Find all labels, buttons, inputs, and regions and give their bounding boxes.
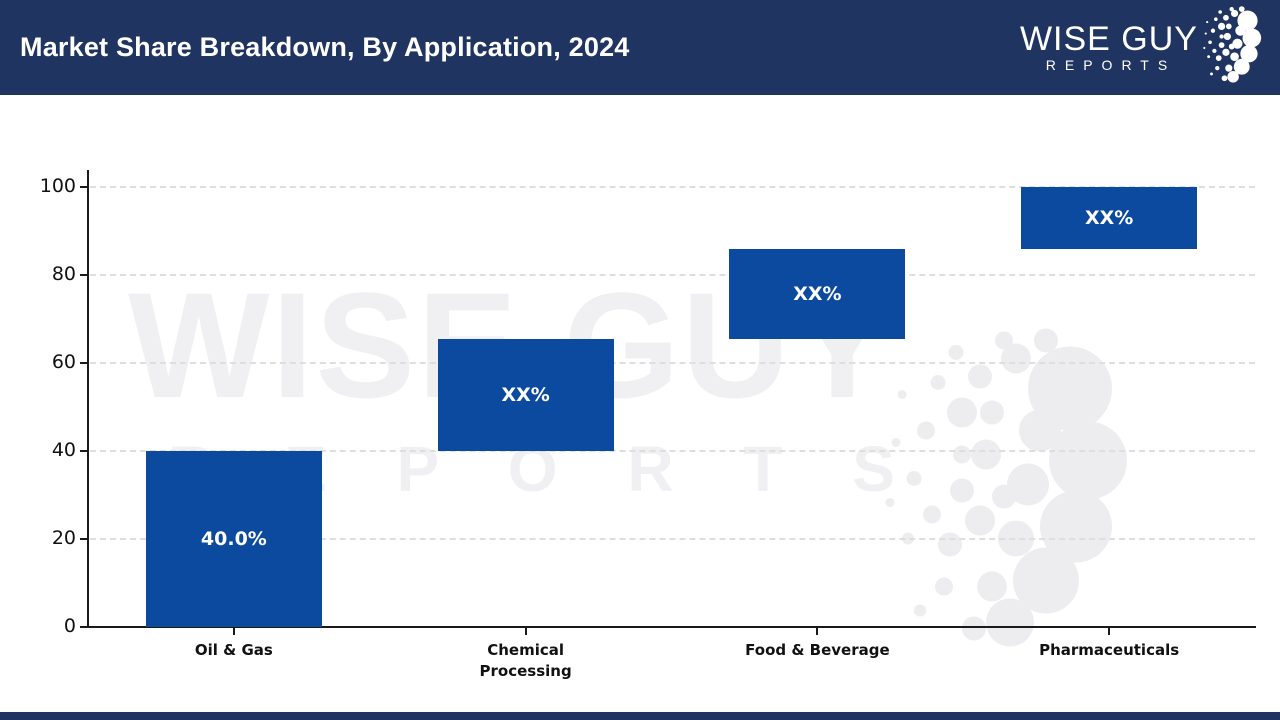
- bar-value-label: XX%: [501, 383, 550, 406]
- wiseguy-logo: WISE GUY REPORTS: [1020, 0, 1280, 95]
- y-tick-label-100: 100: [39, 175, 76, 197]
- y-tick-label-20: 20: [51, 527, 76, 549]
- x-category-label-0: Oil & Gas: [194, 641, 273, 659]
- wiseguy-logo-text: WISE GUY REPORTS: [1019, 19, 1198, 74]
- page-title: Market Share Breakdown, By Application, …: [20, 32, 630, 62]
- x-category-label-1: Chemical Processing: [479, 641, 572, 680]
- wiseguy-logo-subtitle: REPORTS: [1045, 57, 1177, 74]
- bar-pharmaceuticals: XX%: [1021, 187, 1198, 249]
- bottom-accent-strip: [0, 712, 1280, 720]
- y-tick-mark-60: [80, 362, 88, 364]
- bar-food-beverage: XX%: [729, 248, 906, 339]
- bar-value-label: 40.0%: [200, 528, 267, 550]
- wiseguy-logo-wordmark: WISE GUY: [1019, 19, 1198, 58]
- gridline-80: [90, 274, 1255, 276]
- y-tick-mark-0: [80, 626, 88, 628]
- gridline-20: [90, 538, 1255, 540]
- x-tick-mark-0: [232, 627, 235, 635]
- x-tick-mark-1: [524, 627, 527, 635]
- y-axis: [87, 170, 89, 628]
- x-tick-mark-2: [816, 627, 819, 635]
- wiseguy-head-icon: [1200, 4, 1272, 92]
- header-bar: Market Share Breakdown, By Application, …: [0, 0, 1280, 95]
- gridline-100: [90, 186, 1255, 188]
- gridline-60: [90, 362, 1255, 364]
- x-category-label-3: Pharmaceuticals: [1039, 641, 1180, 659]
- y-tick-label-0: 0: [63, 615, 76, 637]
- y-tick-label-40: 40: [51, 439, 76, 461]
- y-tick-mark-40: [80, 450, 88, 452]
- y-tick-mark-80: [80, 274, 88, 276]
- bar-value-label: XX%: [1084, 206, 1134, 229]
- y-tick-label-80: 80: [51, 263, 76, 285]
- bar-chemical-processing: XX%: [437, 338, 614, 451]
- y-tick-mark-100: [80, 186, 88, 188]
- watermark-head-icon: [872, 310, 1172, 695]
- x-category-label-2: Food & Beverage: [745, 641, 890, 659]
- y-tick-label-60: 60: [51, 351, 76, 373]
- bar-oil-gas: 40.0%: [145, 451, 322, 627]
- x-tick-mark-3: [1108, 627, 1111, 635]
- bar-value-label: XX%: [793, 282, 842, 305]
- gridline-40: [90, 450, 1255, 452]
- x-axis: [87, 626, 1256, 628]
- y-tick-mark-20: [80, 538, 88, 540]
